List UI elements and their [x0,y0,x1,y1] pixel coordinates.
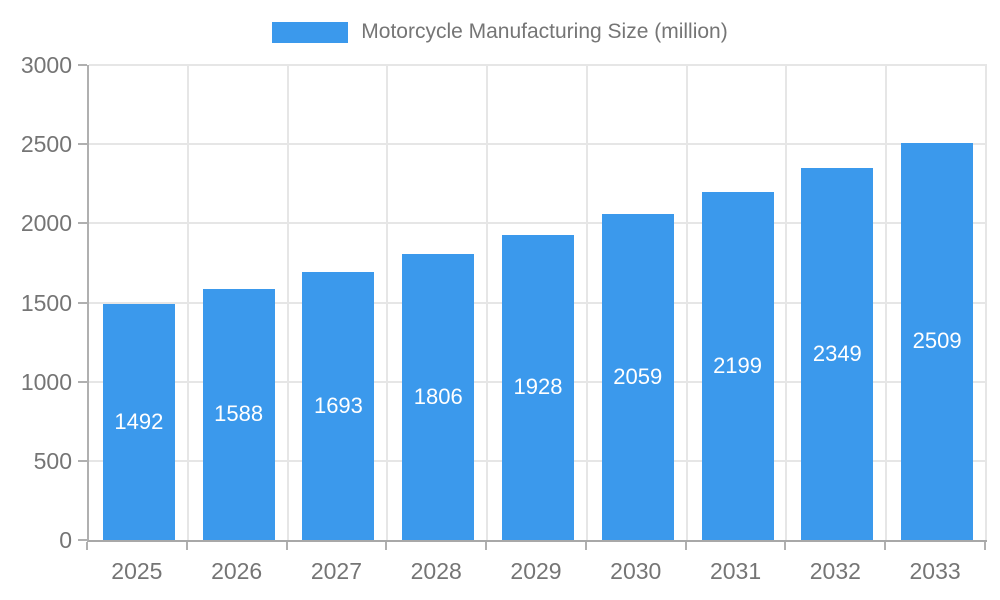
x-axis-tick [485,542,488,550]
x-axis-label: 2025 [111,558,163,584]
v-gridline [685,65,688,540]
x-axis-tick [385,542,388,550]
y-axis-label: 0 [59,527,72,553]
y-axis-tick [78,539,87,541]
y-axis-tick [78,301,87,304]
h-gridline [89,64,987,66]
bar-2026[interactable]: 1588 [202,288,275,540]
v-gridline [286,65,289,540]
bar-2029[interactable]: 1928 [502,234,574,540]
y-axis-label: 3000 [20,52,72,78]
x-axis-tick [984,542,986,550]
bar-value-label: 1806 [413,384,463,410]
x-axis-label: 2030 [610,558,662,584]
bar-2028[interactable]: 1806 [402,254,475,540]
y-axis-label: 1000 [20,368,72,395]
x-axis-tick [86,542,88,550]
v-gridline [486,65,489,540]
h-gridline [89,222,987,225]
bar-2027[interactable]: 1693 [302,271,375,540]
legend[interactable]: Motorcycle Manufacturing Size (million) [0,20,1000,44]
y-axis-label: 2500 [20,131,72,158]
plot-area: 1492 1588 1693 1806 1928 2059 2199 2349 2509 [87,64,987,542]
v-gridline [386,65,389,540]
v-gridline [985,65,987,540]
v-gridline [885,65,888,540]
y-axis-label: 1500 [20,289,72,316]
bar-value-label: 2199 [713,352,763,378]
y-axis-tick [78,380,87,383]
y-axis-tick [78,143,87,146]
x-axis-tick [185,542,188,550]
x-axis-label: 2031 [709,558,762,584]
x-axis-label: 2028 [410,558,462,584]
bar-value-label: 2509 [912,328,962,354]
x-axis-label: 2026 [211,558,263,584]
legend-label: Motorcycle Manufacturing Size (million) [361,20,728,43]
bar-value-label: 1693 [313,392,363,418]
h-gridline [89,143,987,146]
bar-2033[interactable]: 2509 [901,142,974,540]
x-axis-tick [285,542,288,550]
v-gridline [186,65,189,540]
x-axis-tick [584,542,587,550]
bar-value-label: 2059 [613,364,663,389]
bar-value-label: 1492 [114,408,164,434]
bar-value-label: 1588 [214,401,264,427]
y-axis-label: 500 [33,447,72,474]
y-axis-tick [78,459,87,462]
x-axis-tick [684,542,687,550]
bar-2025[interactable]: 1492 [102,303,175,540]
bar-2030[interactable]: 2059 [601,214,674,540]
v-gridline [585,65,588,540]
bar-value-label: 1928 [513,374,563,400]
y-axis-label: 2000 [20,210,72,237]
bar-value-label: 2349 [812,341,862,367]
bar-2031[interactable]: 2199 [701,191,774,540]
x-axis-label: 2027 [310,558,363,584]
bar-2032[interactable]: 2349 [801,168,874,540]
v-gridline [785,65,788,540]
x-axis-label: 2029 [510,558,562,584]
legend-swatch-icon [272,21,349,43]
x-axis-tick [884,542,887,550]
y-axis-tick [78,64,87,66]
x-axis-label: 2033 [909,558,961,584]
x-axis-tick [784,542,787,550]
y-axis-tick [78,222,87,225]
x-axis-label: 2032 [809,558,861,584]
